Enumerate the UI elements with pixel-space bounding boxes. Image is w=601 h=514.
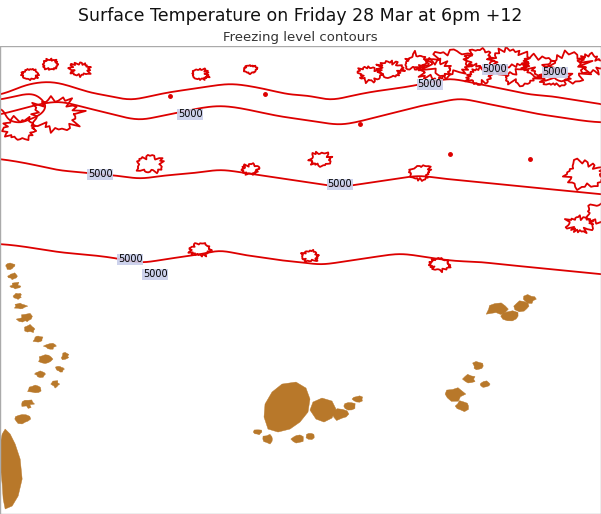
Polygon shape: [13, 293, 22, 300]
Polygon shape: [34, 371, 46, 378]
Text: Surface Temperature on Friday 28 Mar at 6pm +12: Surface Temperature on Friday 28 Mar at …: [78, 7, 523, 25]
Polygon shape: [55, 366, 64, 372]
Text: 5000: 5000: [143, 269, 168, 279]
Text: 5000: 5000: [178, 109, 203, 119]
Polygon shape: [352, 396, 362, 402]
Polygon shape: [514, 301, 529, 312]
Polygon shape: [0, 429, 22, 509]
Text: Freezing level contours: Freezing level contours: [223, 31, 378, 44]
Polygon shape: [8, 273, 17, 280]
Polygon shape: [33, 336, 43, 342]
Polygon shape: [28, 385, 41, 393]
Polygon shape: [291, 435, 304, 443]
Polygon shape: [38, 355, 53, 363]
Polygon shape: [310, 398, 336, 422]
Text: 5000: 5000: [418, 79, 442, 89]
Polygon shape: [14, 303, 28, 309]
Polygon shape: [455, 400, 468, 412]
Polygon shape: [332, 409, 349, 420]
Polygon shape: [6, 263, 15, 270]
Polygon shape: [480, 381, 490, 388]
Polygon shape: [10, 282, 21, 289]
Polygon shape: [264, 382, 310, 432]
Polygon shape: [501, 311, 518, 321]
Polygon shape: [61, 353, 69, 360]
Polygon shape: [445, 388, 466, 401]
Text: 5000: 5000: [328, 179, 352, 189]
Polygon shape: [462, 374, 475, 383]
Polygon shape: [15, 415, 31, 424]
Polygon shape: [50, 381, 59, 388]
Text: 5000: 5000: [483, 64, 507, 74]
Polygon shape: [344, 402, 355, 410]
Polygon shape: [306, 433, 314, 439]
Text: 5000: 5000: [118, 254, 142, 264]
Polygon shape: [16, 314, 32, 322]
Polygon shape: [253, 430, 262, 435]
Text: 5000: 5000: [88, 169, 112, 179]
Polygon shape: [523, 295, 536, 303]
Text: 5000: 5000: [543, 67, 567, 77]
Polygon shape: [472, 361, 483, 370]
Polygon shape: [43, 343, 56, 349]
Polygon shape: [263, 434, 272, 444]
Polygon shape: [25, 324, 35, 333]
Polygon shape: [22, 400, 35, 409]
Polygon shape: [486, 303, 508, 315]
